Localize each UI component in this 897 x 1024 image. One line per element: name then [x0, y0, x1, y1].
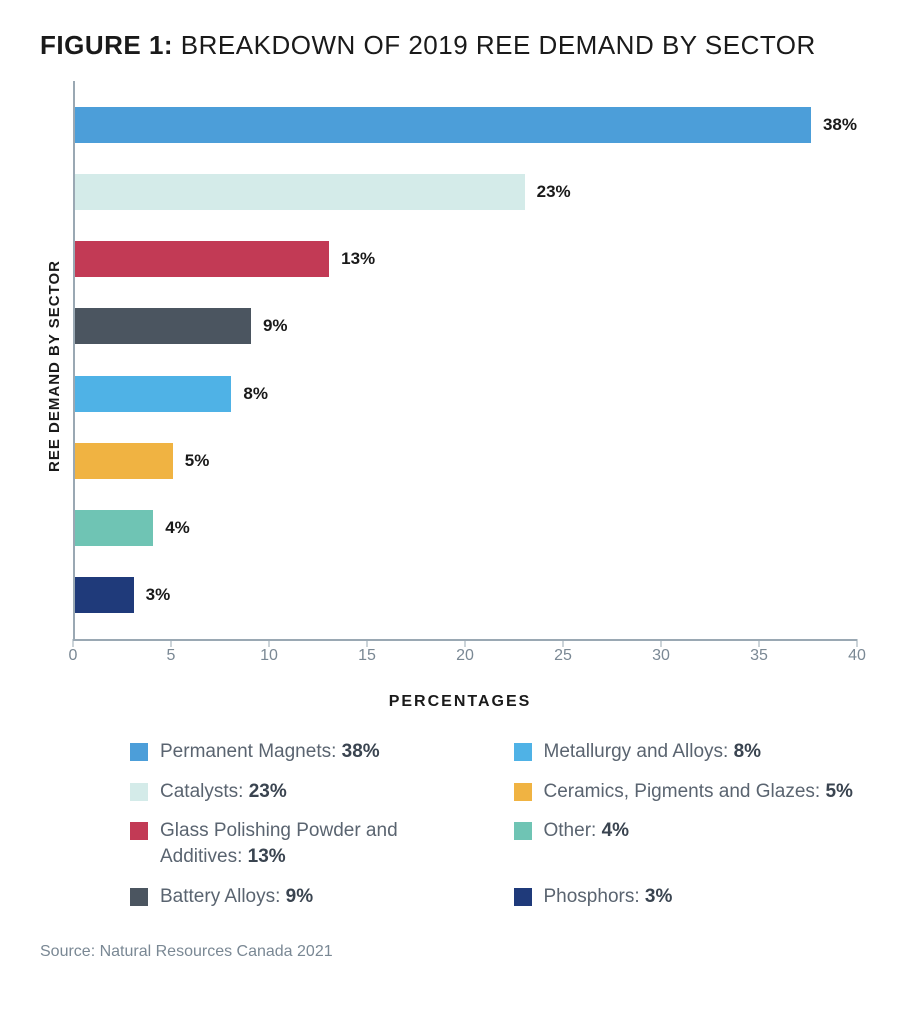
bar [75, 241, 329, 277]
legend-swatch [130, 888, 148, 906]
legend-swatch [514, 888, 532, 906]
legend-item: Ceramics, Pigments and Glazes: 5% [514, 779, 858, 805]
legend-text: Glass Polishing Powder and Additives: 13… [160, 818, 474, 869]
x-tick-label: 10 [260, 647, 278, 665]
legend-text: Other: 4% [544, 818, 630, 844]
legend-item: Permanent Magnets: 38% [130, 739, 474, 765]
legend-item: Glass Polishing Powder and Additives: 13… [130, 818, 474, 869]
legend-value: 9% [286, 886, 313, 907]
bar [75, 376, 231, 412]
legend-label: Metallurgy and Alloys: [544, 741, 734, 762]
bar-row: 9% [75, 308, 857, 344]
bar-row: 23% [75, 174, 857, 210]
plot-area: 38% 23% 13% 9% 8% 5% 4% 3% [73, 81, 857, 641]
legend-swatch [514, 783, 532, 801]
legend-text: Ceramics, Pigments and Glazes: 5% [544, 779, 853, 805]
x-tick-mark [367, 639, 368, 647]
legend-item: Metallurgy and Alloys: 8% [514, 739, 858, 765]
legend-item: Phosphors: 3% [514, 884, 858, 910]
x-tick-mark [269, 639, 270, 647]
x-tick-label: 25 [554, 647, 572, 665]
bar-row: 5% [75, 443, 857, 479]
bar [75, 107, 811, 143]
legend-value: 13% [248, 846, 286, 867]
legend-label: Battery Alloys: [160, 886, 286, 907]
x-tick-mark [661, 639, 662, 647]
legend-text: Permanent Magnets: 38% [160, 739, 380, 765]
legend-label: Catalysts: [160, 781, 249, 802]
legend-text: Metallurgy and Alloys: 8% [544, 739, 762, 765]
legend-swatch [514, 822, 532, 840]
x-tick-label: 35 [750, 647, 768, 665]
chart-container: REE DEMAND BY SECTOR 38% 23% 13% 9% 8% 5% 4% 3%… [40, 81, 857, 711]
bar-value-label: 3% [146, 585, 171, 605]
bar-value-label: 13% [341, 249, 375, 269]
legend-label: Other: [544, 820, 602, 841]
bars-group: 38% 23% 13% 9% 8% 5% 4% 3% [75, 81, 857, 639]
legend-label: Phosphors: [544, 886, 645, 907]
legend-text: Phosphors: 3% [544, 884, 673, 910]
bar [75, 577, 134, 613]
legend-item: Other: 4% [514, 818, 858, 869]
x-tick-label: 15 [358, 647, 376, 665]
x-tick-label: 40 [848, 647, 866, 665]
bar-value-label: 9% [263, 316, 288, 336]
figure-title: FIGURE 1: BREAKDOWN OF 2019 REE DEMAND B… [40, 30, 857, 61]
legend: Permanent Magnets: 38% Metallurgy and All… [130, 739, 857, 909]
legend-swatch [130, 822, 148, 840]
legend-text: Catalysts: 23% [160, 779, 287, 805]
bar-row: 8% [75, 376, 857, 412]
legend-value: 5% [825, 781, 852, 802]
bar-value-label: 23% [537, 182, 571, 202]
bar [75, 174, 525, 210]
figure-title-lead: FIGURE 1: [40, 30, 173, 60]
legend-value: 3% [645, 886, 672, 907]
x-tick-mark [465, 639, 466, 647]
figure-title-rest: BREAKDOWN OF 2019 REE DEMAND BY SECTOR [173, 30, 816, 60]
legend-value: 38% [342, 741, 380, 762]
legend-value: 23% [249, 781, 287, 802]
x-tick-label: 5 [167, 647, 176, 665]
bar-row: 3% [75, 577, 857, 613]
y-axis-label: REE DEMAND BY SECTOR [40, 260, 63, 472]
bar [75, 510, 153, 546]
legend-swatch [130, 783, 148, 801]
source-text: Source: Natural Resources Canada 2021 [40, 943, 857, 961]
x-tick-mark [171, 639, 172, 647]
bar-value-label: 38% [823, 115, 857, 135]
x-tick-mark [563, 639, 564, 647]
bar-value-label: 4% [165, 518, 190, 538]
bar-value-label: 5% [185, 451, 210, 471]
legend-swatch [514, 743, 532, 761]
legend-item: Battery Alloys: 9% [130, 884, 474, 910]
x-tick-label: 30 [652, 647, 670, 665]
bar-row: 13% [75, 241, 857, 277]
bar-value-label: 8% [243, 384, 268, 404]
x-tick-mark [857, 639, 858, 647]
legend-value: 4% [602, 820, 629, 841]
bar-row: 4% [75, 510, 857, 546]
legend-text: Battery Alloys: 9% [160, 884, 313, 910]
x-tick-label: 20 [456, 647, 474, 665]
bar-row: 38% [75, 107, 857, 143]
x-tick-mark [759, 639, 760, 647]
legend-label: Ceramics, Pigments and Glazes: [544, 781, 826, 802]
legend-value: 8% [734, 741, 761, 762]
legend-swatch [130, 743, 148, 761]
x-tick-mark [73, 639, 74, 647]
plot: 38%23%13%9%8%5%4%3% 0510152025303540 PER… [63, 81, 857, 711]
legend-item: Catalysts: 23% [130, 779, 474, 805]
bar [75, 443, 173, 479]
x-ticks: 0510152025303540 [73, 641, 857, 671]
x-tick-label: 0 [69, 647, 78, 665]
bar [75, 308, 251, 344]
x-axis-label: PERCENTAGES [63, 693, 857, 711]
legend-label: Permanent Magnets: [160, 741, 342, 762]
